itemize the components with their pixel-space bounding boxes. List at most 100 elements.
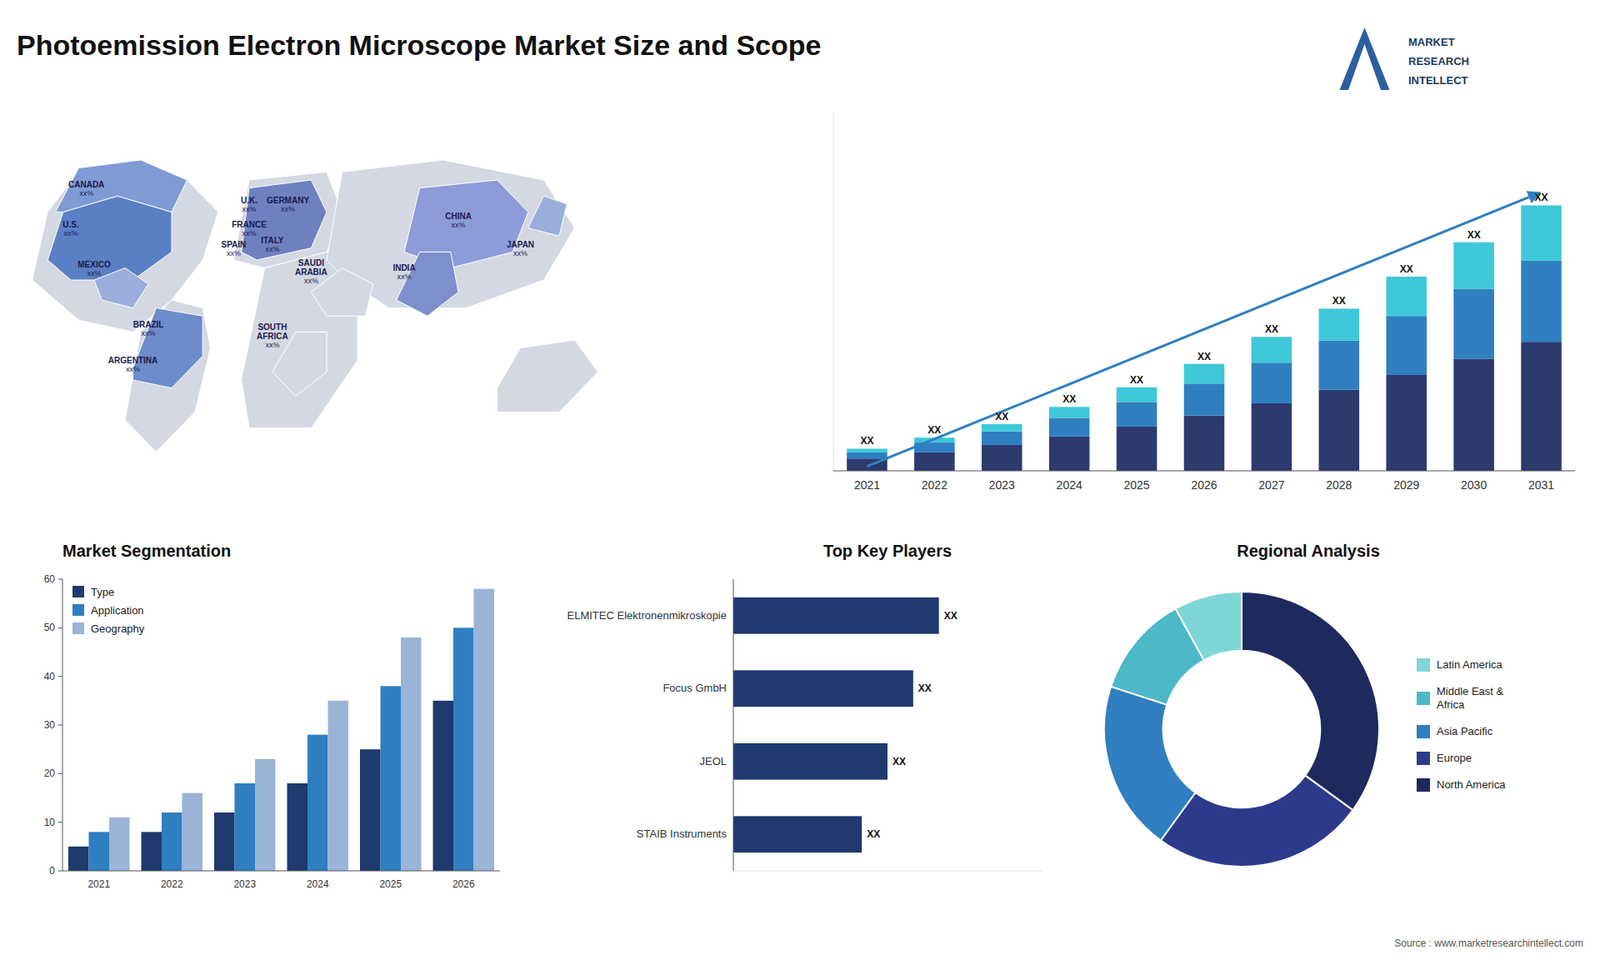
bar-segment bbox=[1453, 359, 1495, 471]
map-region-share: xx% bbox=[226, 249, 241, 258]
x-tick-label: 2024 bbox=[306, 878, 330, 890]
bar-segment bbox=[1251, 403, 1293, 471]
x-tick-label: 2021 bbox=[87, 878, 110, 890]
bar-annotation: XX bbox=[1197, 350, 1211, 363]
x-tick-label: 2024 bbox=[1056, 478, 1083, 492]
y-tick bbox=[58, 821, 63, 823]
y-axis-line bbox=[833, 112, 835, 471]
bar-segment bbox=[1184, 383, 1225, 415]
map-region-share: xx% bbox=[265, 245, 280, 254]
y-tick bbox=[58, 870, 63, 872]
x-tick-label: 2021 bbox=[854, 478, 880, 492]
x-tick-label: 2025 bbox=[379, 878, 402, 890]
y-tick-label: 50 bbox=[44, 621, 56, 634]
bar bbox=[453, 627, 475, 871]
bar-annotations: XXXXXXXX bbox=[866, 610, 958, 841]
y-tick bbox=[58, 675, 63, 677]
landmass bbox=[133, 308, 204, 389]
logo-text: INTELLECT bbox=[1408, 74, 1469, 87]
y-tick bbox=[58, 773, 63, 775]
map-region-name: JAPAN bbox=[506, 240, 535, 250]
text-line: SOUTH bbox=[257, 322, 287, 332]
bar-annotation: XX bbox=[1400, 263, 1414, 275]
world-map bbox=[32, 160, 599, 452]
bar-segment bbox=[1116, 426, 1158, 471]
legend: TypeApplicationGeography bbox=[72, 585, 145, 635]
x-tick-label: 2028 bbox=[1325, 478, 1352, 492]
bar-annotation: XX bbox=[1265, 323, 1279, 335]
bar-segment bbox=[1385, 276, 1427, 316]
y-ticks: 0102030405060 bbox=[44, 573, 63, 877]
y-tick-label: 60 bbox=[44, 573, 56, 585]
y-tick bbox=[58, 579, 63, 580]
map-region-share: xx% bbox=[280, 205, 295, 214]
map-region-name: ARGENTINA bbox=[108, 355, 158, 365]
y-tick-label: 20 bbox=[44, 767, 56, 780]
map-region-name: SAUDIARABIA bbox=[295, 258, 328, 277]
bar-segment bbox=[1116, 401, 1158, 426]
bar-segment bbox=[1319, 340, 1360, 390]
y-tick-label: STAIB Instruments bbox=[636, 827, 728, 840]
infographic: CANADAxx%U.S.xx%MEXICOxx%BRAZILxx%ARGENT… bbox=[0, 0, 1600, 955]
legend-swatch bbox=[1416, 658, 1430, 672]
text-line: ARABIA bbox=[295, 267, 328, 277]
y-tick bbox=[58, 725, 63, 726]
bar bbox=[474, 589, 495, 871]
text-line: SAUDI bbox=[298, 258, 325, 268]
bar bbox=[733, 597, 940, 635]
x-tick-label: 2031 bbox=[1528, 478, 1555, 492]
y-tick-labels: STAIB InstrumentsJEOLFocus GmbHELMITEC E… bbox=[567, 609, 728, 841]
legend-swatch bbox=[1416, 725, 1430, 739]
y-tick-label: 0 bbox=[49, 865, 55, 877]
logo-text: MARKET bbox=[1408, 35, 1455, 49]
legend-label: Europe bbox=[1436, 751, 1472, 765]
bar-annotations: XXXXXXXXXXXXXXXXXXXXXX bbox=[860, 191, 1548, 447]
bar-annotation: XX bbox=[927, 424, 941, 436]
legend-swatch bbox=[72, 604, 85, 616]
landmass bbox=[94, 268, 149, 309]
map-region-share: xx% bbox=[79, 189, 94, 198]
bar bbox=[433, 700, 455, 871]
bar bbox=[235, 783, 256, 871]
y-tick-label: 40 bbox=[44, 670, 56, 683]
bar-segment bbox=[1251, 336, 1293, 363]
x-axis-line bbox=[62, 870, 500, 872]
bar bbox=[400, 637, 422, 871]
legend-label: Middle East &Africa bbox=[1436, 685, 1505, 711]
map-region-name: INDIA bbox=[392, 263, 415, 273]
landmass bbox=[125, 300, 210, 452]
bar-annotation: XX bbox=[892, 755, 906, 768]
text-line: Africa bbox=[1436, 698, 1465, 711]
landmass bbox=[497, 340, 599, 412]
chart-title: Photoemission Electron Microscope Market… bbox=[16, 29, 821, 61]
legend-label: Type bbox=[90, 585, 115, 599]
map-region-share: xx% bbox=[64, 229, 79, 238]
logo-mark bbox=[1340, 27, 1390, 90]
legend-label: Asia Pacific bbox=[1436, 725, 1494, 738]
logo: MARKETRESEARCHINTELLECT bbox=[1340, 27, 1470, 90]
bar-segment bbox=[914, 452, 955, 471]
y-tick bbox=[58, 627, 63, 629]
bar-segment bbox=[981, 424, 1023, 432]
donut bbox=[1104, 591, 1380, 867]
map-region-name: CHINA bbox=[445, 211, 472, 221]
map-region-share: xx% bbox=[513, 249, 528, 258]
bar-annotation: XX bbox=[1467, 229, 1481, 241]
bar-segment bbox=[1049, 406, 1090, 418]
map-region-share: xx% bbox=[141, 329, 156, 338]
bar bbox=[182, 793, 204, 871]
bar bbox=[141, 831, 163, 871]
y-tick-label: Focus GmbH bbox=[662, 681, 727, 695]
legend-swatch bbox=[1416, 751, 1430, 765]
x-tick-label: 2022 bbox=[921, 478, 948, 492]
bar bbox=[733, 743, 888, 780]
legend-swatch bbox=[1416, 778, 1430, 792]
bar-segment bbox=[1520, 260, 1562, 342]
bar-annotation: XX bbox=[866, 828, 880, 840]
map-region-name: ITALY bbox=[260, 235, 285, 245]
text-line: Middle East & bbox=[1436, 685, 1505, 698]
bar-annotation: XX bbox=[1332, 295, 1346, 307]
legend-swatch bbox=[1416, 691, 1430, 705]
landmass bbox=[55, 160, 188, 212]
bar-annotation: XX bbox=[944, 610, 958, 622]
